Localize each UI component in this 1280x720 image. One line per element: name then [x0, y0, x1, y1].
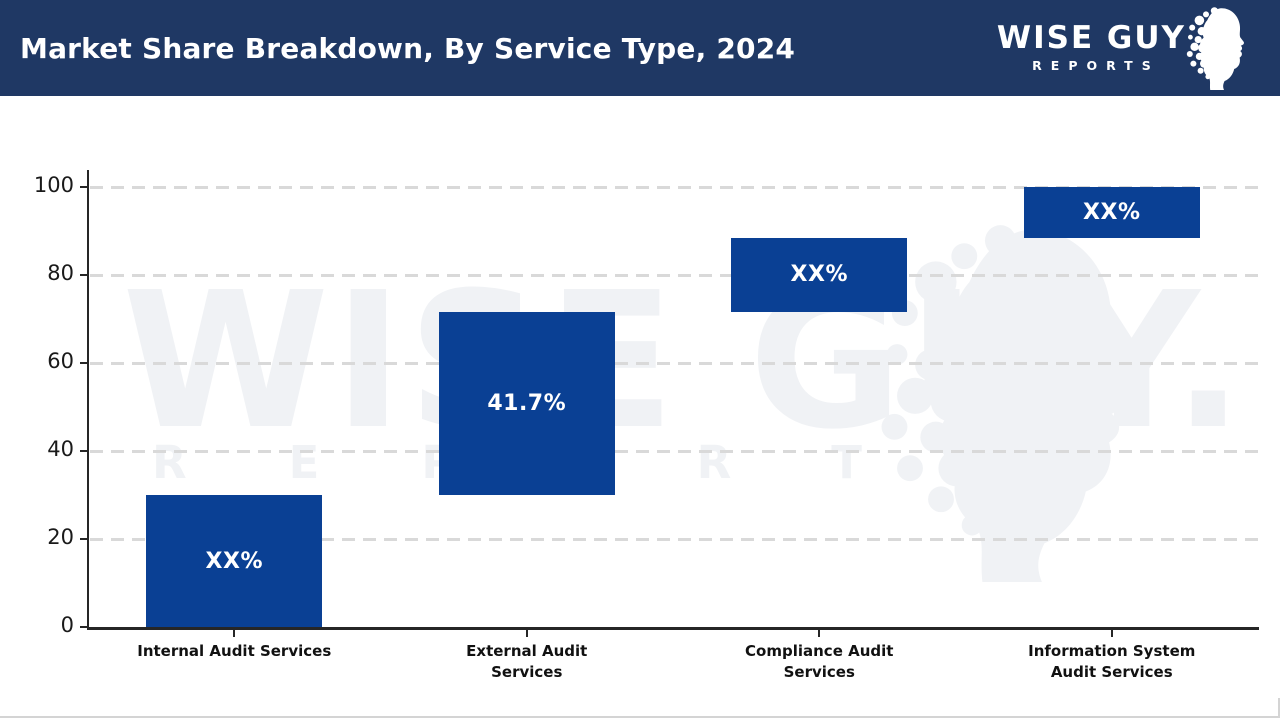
x-tick-mark: [525, 629, 528, 637]
logo-brand-text: WISE GUY: [996, 20, 1186, 57]
y-tick-label: 0: [60, 613, 74, 637]
x-axis-category-label: Information System Audit Services: [1028, 642, 1196, 681]
gridline: [90, 273, 1258, 277]
y-tick-label: 100: [33, 173, 74, 197]
x-tick-mark: [818, 629, 821, 637]
y-tick-mark: [80, 274, 88, 276]
y-tick-mark: [80, 186, 88, 188]
x-axis-category-label: External Audit Services: [466, 642, 588, 681]
y-tick-label: 60: [47, 349, 74, 373]
chart-title: Market Share Breakdown, By Service Type,…: [20, 31, 796, 65]
brand-logo: WISE GUY REPORTS: [997, 6, 1262, 90]
gridline: [90, 185, 1258, 189]
logo-reports-text: REPORTS: [1032, 58, 1160, 74]
bar-value-label: 41.7%: [487, 390, 567, 416]
bar-segment: XX%: [146, 495, 323, 627]
x-tick-mark: [1110, 629, 1113, 637]
dotted-head-logo-icon: [1174, 6, 1262, 90]
y-axis-line: [87, 170, 89, 629]
y-tick-mark: [80, 538, 88, 540]
y-tick-mark: [80, 450, 88, 452]
x-tick-mark: [233, 629, 236, 637]
bar-value-label: XX%: [790, 262, 848, 288]
bar-value-label: XX%: [1083, 200, 1141, 226]
header-bar: Market Share Breakdown, By Service Type,…: [0, 0, 1280, 96]
x-axis-line: [87, 627, 1259, 630]
y-tick-label: 20: [47, 525, 74, 549]
bar-value-label: XX%: [205, 548, 263, 574]
bottom-hairline: [0, 716, 1280, 718]
gridline: [90, 361, 1258, 365]
logo-text-block: WISE GUY REPORTS: [997, 23, 1186, 73]
y-tick-mark: [80, 626, 88, 628]
bar-segment: XX%: [1023, 187, 1200, 239]
y-tick-mark: [80, 362, 88, 364]
x-axis-category-label: Compliance Audit Services: [745, 642, 894, 681]
gridline: [90, 449, 1258, 453]
bar-segment: 41.7%: [438, 311, 615, 495]
x-axis-category-label: Internal Audit Services: [137, 642, 332, 660]
bar-segment: XX%: [731, 238, 908, 312]
y-tick-label: 80: [47, 261, 74, 285]
gridline: [90, 537, 1258, 541]
y-tick-label: 40: [47, 437, 74, 461]
right-hairline: [1278, 698, 1280, 718]
